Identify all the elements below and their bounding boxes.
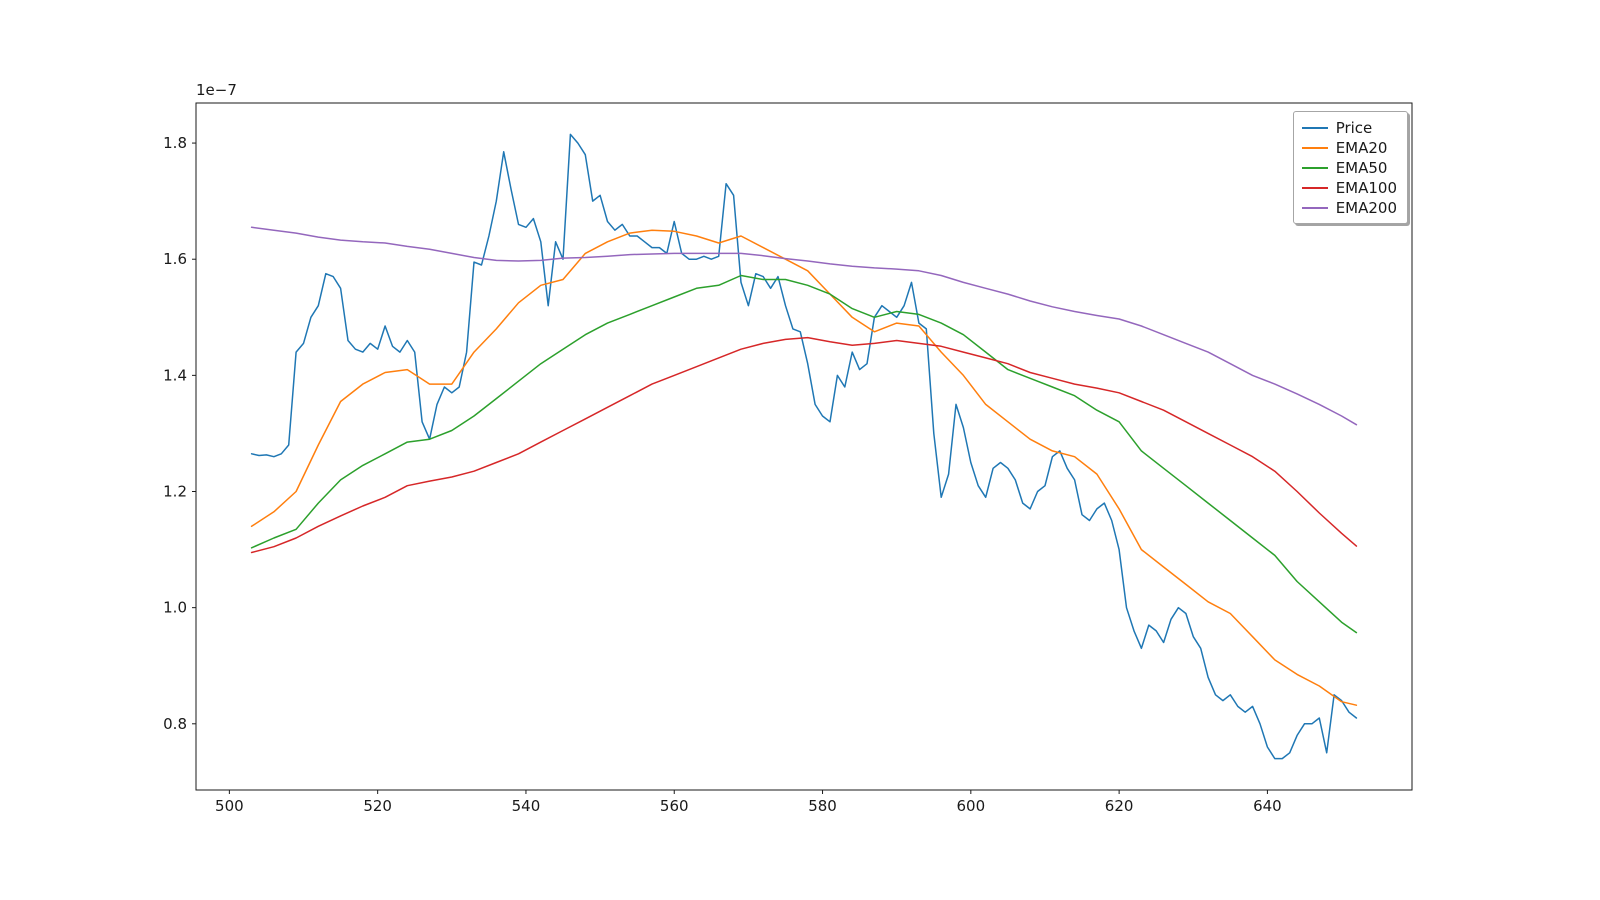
legend: Price EMA20 EMA50 EMA100 EMA200 xyxy=(1292,111,1408,224)
x-tick-label: 500 xyxy=(215,797,244,815)
series-line-ema20 xyxy=(250,229,1358,706)
y-tick-label: 1.8 xyxy=(163,134,187,152)
legend-label-ema100: EMA100 xyxy=(1335,178,1397,197)
y-axis-offset-label: 1e−7 xyxy=(196,81,237,99)
ema20-line-sample-icon xyxy=(1301,146,1328,149)
x-tick-label: 540 xyxy=(512,797,541,815)
legend-item-ema200: EMA200 xyxy=(1301,198,1397,217)
x-tick-label: 620 xyxy=(1105,797,1134,815)
legend-item-price: Price xyxy=(1301,118,1397,137)
x-tick-label: 520 xyxy=(363,797,392,815)
y-tick-label: 0.8 xyxy=(163,715,187,733)
x-tick-label: 640 xyxy=(1253,797,1282,815)
series-line-price xyxy=(250,133,1358,760)
x-tick-label: 580 xyxy=(808,797,837,815)
y-tick-label: 1.4 xyxy=(163,366,187,384)
legend-label-ema20: EMA20 xyxy=(1335,138,1388,157)
legend-label-ema50: EMA50 xyxy=(1335,158,1388,177)
legend-item-ema50: EMA50 xyxy=(1301,158,1397,177)
y-tick-label: 1.2 xyxy=(163,483,187,501)
legend-label-price: Price xyxy=(1335,118,1373,137)
series-line-ema200 xyxy=(250,226,1358,426)
legend-item-ema100: EMA100 xyxy=(1301,178,1397,197)
ema50-line-sample-icon xyxy=(1301,166,1328,169)
plot-border xyxy=(195,102,1413,791)
x-tick-label: 560 xyxy=(660,797,689,815)
ema100-line-sample-icon xyxy=(1301,186,1328,189)
series-line-ema50 xyxy=(250,274,1358,634)
ema200-line-sample-icon xyxy=(1301,206,1328,209)
x-tick-label: 600 xyxy=(957,797,986,815)
y-tick-label: 1.6 xyxy=(163,250,187,268)
price-line-sample-icon xyxy=(1301,126,1328,129)
legend-label-ema200: EMA200 xyxy=(1335,198,1397,217)
legend-item-ema20: EMA20 xyxy=(1301,138,1397,157)
y-tick-label: 1.0 xyxy=(163,599,187,617)
series-line-ema100 xyxy=(250,336,1358,554)
